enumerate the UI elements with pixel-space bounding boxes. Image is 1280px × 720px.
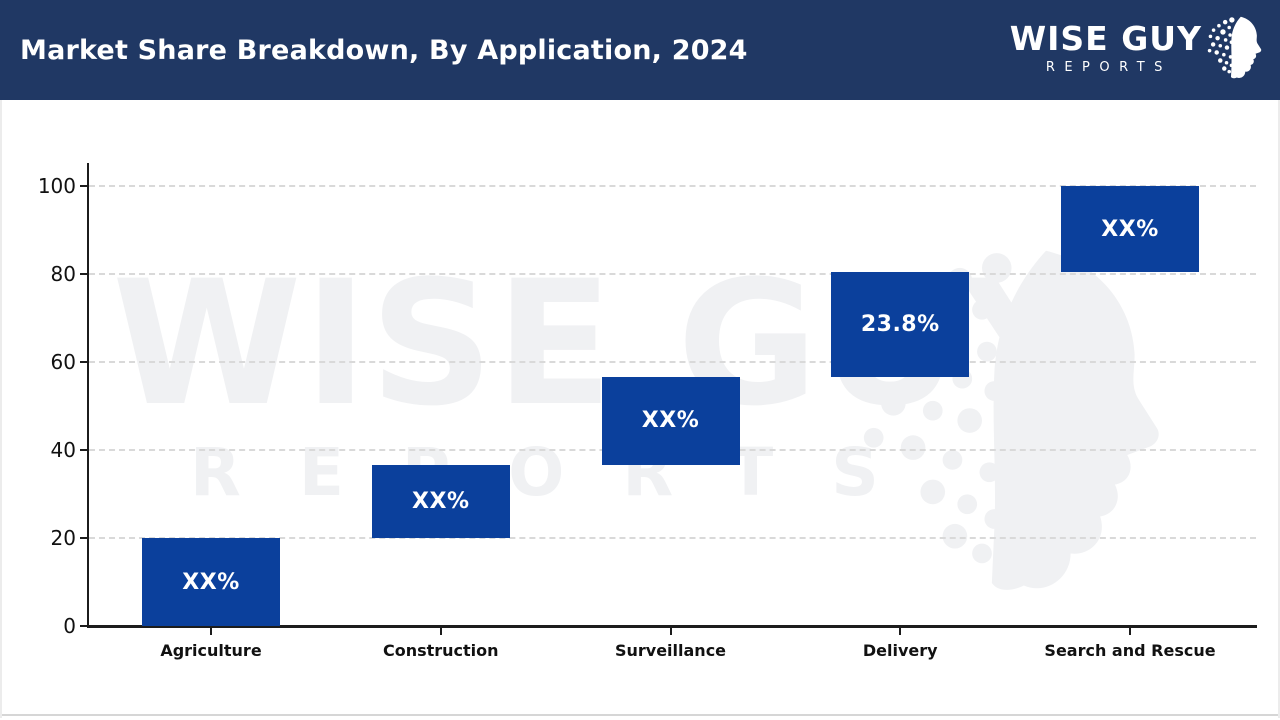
y-tick-20: [80, 537, 88, 539]
y-tick-label: 60: [50, 350, 76, 374]
y-tick-40: [80, 449, 88, 451]
y-tick-label: 0: [63, 614, 76, 638]
bar-agriculture: XX%: [142, 538, 280, 626]
logo-subtitle: REPORTS: [1045, 59, 1172, 75]
y-axis: [87, 163, 89, 626]
x-tick-4: [1129, 628, 1131, 635]
y-tick-label: 40: [50, 438, 76, 462]
bar-delivery: 23.8%: [831, 272, 970, 377]
bar-construction: XX%: [371, 464, 510, 538]
x-tick-label: Search and Rescue: [1044, 641, 1216, 660]
x-tick-3: [899, 628, 902, 635]
x-tick-0: [210, 628, 212, 635]
header-bar: Market Share Breakdown, By Application, …: [0, 0, 1280, 100]
bottom-divider: [2, 714, 1278, 716]
gridline-60: [89, 361, 1256, 363]
y-tick-80: [80, 273, 88, 275]
y-tick-label: 80: [50, 262, 76, 286]
bar-value-label: XX%: [182, 569, 240, 595]
y-tick-label: 100: [37, 174, 76, 198]
logo-text: WISE GUY REPORTS: [1010, 22, 1202, 75]
bar-value-label: XX%: [412, 488, 470, 514]
page-title: Market Share Breakdown, By Application, …: [20, 34, 748, 66]
wise-guy-logo: WISE GUY REPORTS: [1010, 12, 1264, 84]
x-axis: [87, 625, 1257, 628]
gridline-100: [89, 185, 1256, 187]
y-tick-label: 20: [50, 526, 76, 550]
x-tick-2: [669, 628, 672, 635]
y-tick-60: [80, 361, 88, 363]
bar-search-and-rescue: XX%: [1061, 186, 1199, 273]
y-tick-100: [80, 185, 88, 187]
gridline-80: [89, 273, 1256, 275]
y-tick-0: [80, 625, 88, 627]
x-tick-label: Surveillance: [614, 641, 727, 660]
x-tick-label: Construction: [382, 641, 499, 660]
x-tick-1: [439, 628, 442, 635]
logo-wordmark: WISE GUY: [1009, 18, 1202, 58]
gridline-20: [89, 537, 1256, 539]
bar-value-label: XX%: [641, 408, 700, 434]
bar-surveillance: XX%: [601, 376, 740, 465]
wise-guy-head-icon: [1207, 16, 1262, 79]
bar-value-label: 23.8%: [860, 312, 940, 338]
bar-value-label: XX%: [1101, 216, 1159, 242]
x-tick-label: Delivery: [862, 641, 938, 660]
x-tick-label: Agriculture: [160, 641, 262, 660]
